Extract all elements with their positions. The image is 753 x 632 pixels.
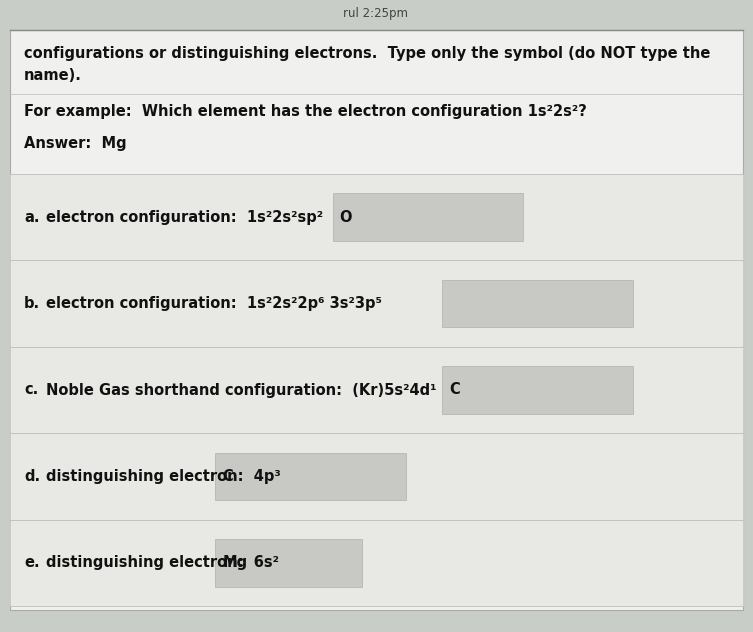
Bar	[10, 520, 743, 606]
Bar	[10, 260, 743, 347]
Text: Mg: Mg	[222, 556, 248, 570]
Bar	[215, 539, 362, 586]
Text: distinguishing electron:  6s²: distinguishing electron: 6s²	[46, 556, 279, 570]
Text: electron configuration:  1s²2s²2p⁶ 3s²3p⁵: electron configuration: 1s²2s²2p⁶ 3s²3p⁵	[46, 296, 382, 311]
Bar	[10, 174, 743, 260]
Text: b.: b.	[24, 296, 40, 311]
Bar	[443, 280, 633, 327]
Text: a.: a.	[24, 210, 39, 225]
Text: c.: c.	[24, 382, 38, 398]
Bar	[10, 347, 743, 433]
Text: electron configuration:  1s²2s²sp²: electron configuration: 1s²2s²sp²	[46, 210, 323, 225]
Text: Noble Gas shorthand configuration:  (Kr)5s²4d¹: Noble Gas shorthand configuration: (Kr)5…	[46, 382, 437, 398]
Text: C: C	[222, 469, 233, 484]
Text: rul 2:25pm: rul 2:25pm	[343, 6, 408, 20]
Text: Answer:  Mg: Answer: Mg	[24, 136, 127, 151]
Text: For example:  Which element has the electron configuration 1s²2s²?: For example: Which element has the elect…	[24, 104, 587, 119]
Bar	[443, 366, 633, 414]
Text: name).: name).	[24, 68, 82, 83]
Text: d.: d.	[24, 469, 40, 484]
Text: e.: e.	[24, 556, 40, 570]
Bar	[0, 0, 753, 25]
Text: O: O	[340, 210, 352, 225]
Text: C: C	[450, 382, 460, 398]
Text: distinguishing electron:  4p³: distinguishing electron: 4p³	[46, 469, 281, 484]
Bar	[333, 193, 523, 241]
Bar	[215, 453, 406, 500]
Text: configurations or distinguishing electrons.  Type only the symbol (do NOT type t: configurations or distinguishing electro…	[24, 46, 710, 61]
Bar	[10, 433, 743, 520]
